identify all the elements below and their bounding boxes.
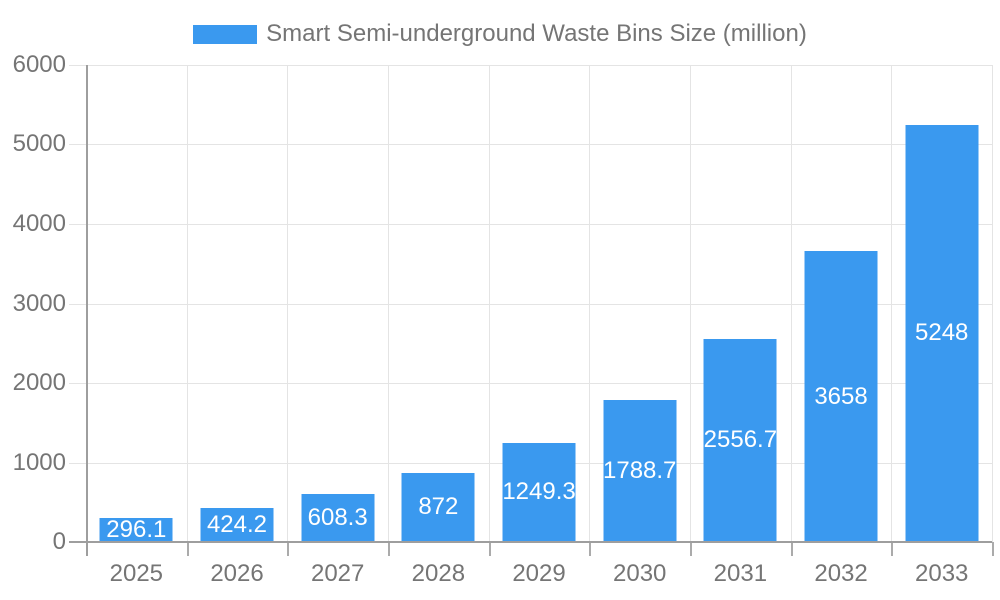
- y-tick-label: 3000: [12, 289, 66, 317]
- x-axis-tick: [387, 542, 390, 556]
- bar-value-label: 424.2: [206, 511, 268, 539]
- bar-slot: 5248: [891, 65, 992, 542]
- legend: Smart Semi-underground Waste Bins Size (…: [0, 19, 1000, 49]
- gridline-vertical: [689, 65, 691, 542]
- y-tick-label: 0: [52, 528, 66, 555]
- bar-value-label: 1788.7: [602, 456, 677, 484]
- bar-slot: 872: [388, 65, 489, 542]
- gridline-horizontal: [69, 382, 992, 384]
- bar-value-label: 608.3: [307, 503, 368, 531]
- bar-slot: 3658: [791, 65, 892, 542]
- x-tick-label: 2025: [109, 560, 164, 587]
- bar-2027[interactable]: 608.3: [301, 493, 375, 542]
- legend-label[interactable]: Smart Semi-underground Waste Bins Size (…: [266, 20, 807, 47]
- gridline-vertical: [387, 65, 389, 542]
- bar-2031[interactable]: 2556.7: [703, 338, 778, 542]
- bar-2030[interactable]: 1788.7: [602, 399, 677, 542]
- gridline-horizontal: [69, 144, 992, 146]
- gridline-vertical: [488, 65, 490, 542]
- x-axis-line: [69, 541, 992, 543]
- x-tick-label: 2027: [310, 560, 365, 587]
- bar-slot: 424.2: [187, 65, 288, 542]
- x-axis-tick: [891, 542, 894, 556]
- bars-row: 296.1 424.2 608.3 872 1249.3 1788.7 2556.7 3658…: [86, 65, 992, 542]
- gridline-horizontal: [69, 303, 992, 305]
- bar-value-label: 872: [418, 493, 459, 521]
- x-axis-tick: [992, 542, 994, 556]
- gridline-vertical: [891, 65, 893, 542]
- x-tick-label: 2028: [411, 560, 466, 587]
- bar-2028[interactable]: 872: [401, 472, 475, 542]
- bar-slot: 608.3: [287, 65, 388, 542]
- gridline-vertical: [790, 65, 792, 542]
- x-axis-tick: [488, 542, 491, 556]
- gridline-horizontal: [69, 223, 992, 225]
- plot-area: 296.1 424.2 608.3 872 1249.3 1788.7 2556.7 3658…: [69, 65, 994, 556]
- x-axis-tick: [589, 542, 592, 556]
- y-tick-label: 5000: [12, 130, 66, 158]
- bar-2029[interactable]: 1249.3: [502, 442, 576, 542]
- y-axis-line: [86, 65, 88, 556]
- x-tick-label: 2031: [713, 560, 768, 587]
- x-axis-tick: [790, 542, 793, 556]
- bar-value-label: 5248: [915, 319, 969, 347]
- bar-value-label: 1249.3: [502, 478, 576, 506]
- bar-value-label: 296.1: [106, 516, 167, 544]
- x-tick-label: 2033: [915, 560, 969, 587]
- bar-value-label: 3658: [814, 382, 868, 410]
- y-tick-label: 6000: [12, 51, 66, 78]
- gridline-vertical: [992, 65, 993, 542]
- bar-2033[interactable]: 5248: [905, 124, 979, 542]
- legend-swatch[interactable]: [193, 24, 258, 44]
- bar-2025[interactable]: 296.1: [99, 516, 173, 544]
- x-tick-label: 2030: [613, 560, 667, 587]
- x-tick-label: 2032: [814, 560, 868, 587]
- bar-slot: 1249.3: [489, 65, 590, 542]
- bar-2032[interactable]: 3658: [804, 251, 878, 542]
- gridline-vertical: [186, 65, 188, 542]
- y-tick-label: 4000: [12, 209, 66, 237]
- x-axis-tick: [689, 542, 692, 556]
- y-tick-label: 1000: [12, 448, 66, 476]
- y-tick-label: 2000: [12, 368, 66, 396]
- gridline-vertical: [287, 65, 289, 542]
- bar-slot: 1788.7: [589, 65, 690, 542]
- gridline-horizontal: [69, 65, 992, 66]
- bar-value-label: 2556.7: [703, 426, 778, 454]
- x-axis-tick: [186, 542, 189, 556]
- bar-slot: 296.1: [86, 65, 187, 542]
- bar-2026[interactable]: 424.2: [200, 508, 274, 542]
- gridline-vertical: [589, 65, 591, 542]
- x-tick-label: 2029: [512, 560, 566, 587]
- y-axis-tick-labels: 0 1000 2000 3000 4000 5000 6000: [0, 51, 66, 555]
- x-tick-label: 2026: [210, 560, 264, 587]
- bar-slot: 2556.7: [690, 65, 791, 542]
- x-axis-tick-labels: 2025 2026 2027 2028 2029 2030 2031 2032 2033: [86, 560, 992, 588]
- x-axis-tick: [287, 542, 290, 556]
